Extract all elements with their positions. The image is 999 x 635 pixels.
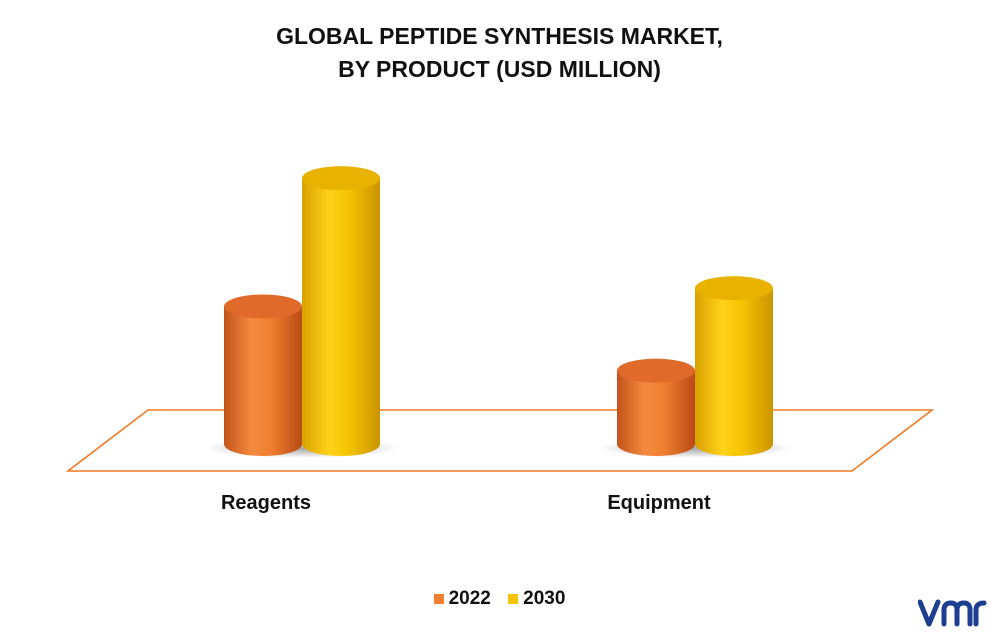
- category-labels: Reagents Equipment: [221, 492, 711, 514]
- bar-equipment-2030: [695, 276, 773, 456]
- floor-plane: [65, 409, 935, 472]
- legend-swatch-2030: [508, 593, 519, 604]
- bar-top-reagents-2022: [224, 294, 302, 319]
- bar-equipment-2022: [617, 358, 695, 456]
- category-label-equipment: Equipment: [607, 492, 711, 514]
- chart-title: GLOBAL PEPTIDE SYNTHESIS MARKET, BY PROD…: [0, 20, 999, 86]
- category-label-reagents: Reagents: [221, 492, 311, 514]
- chart-title-line-2: BY PRODUCT (USD MILLION): [338, 56, 661, 82]
- bars-layer: [204, 166, 793, 458]
- legend-item-2030: 2030: [508, 588, 565, 610]
- legend-label-2022: 2022: [448, 588, 491, 609]
- bar-reagents-2022: [224, 294, 302, 456]
- bar-top-reagents-2030: [302, 166, 380, 191]
- bar-body-reagents-2030: [302, 178, 380, 456]
- bar-body-reagents-2022: [224, 306, 302, 456]
- chart-title-line-1: GLOBAL PEPTIDE SYNTHESIS MARKET,: [276, 23, 723, 49]
- bar-top-equipment-2022: [617, 358, 695, 383]
- bar-reagents-2030: [302, 166, 380, 456]
- legend: 2022 2030: [0, 588, 999, 610]
- bar-body-equipment-2022: [617, 370, 695, 456]
- bar-body-equipment-2030: [695, 288, 773, 456]
- bar-top-equipment-2030: [695, 276, 773, 301]
- legend-swatch-2022: [433, 593, 444, 604]
- vmr-logo: [918, 599, 987, 627]
- legend-label-2030: 2030: [523, 588, 566, 609]
- legend-item-2022: 2022: [433, 588, 491, 610]
